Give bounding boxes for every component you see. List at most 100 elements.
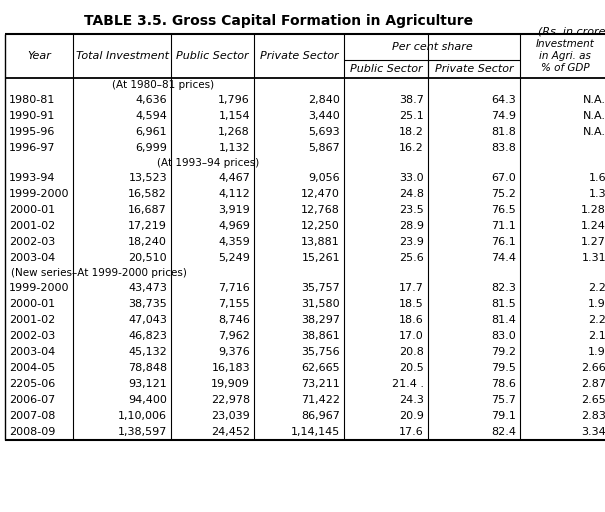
- Text: 35,757: 35,757: [301, 283, 340, 293]
- Text: 2001-02: 2001-02: [9, 221, 55, 231]
- Text: Public Sector: Public Sector: [176, 51, 249, 61]
- Text: 16,183: 16,183: [211, 363, 250, 373]
- Text: 17,219: 17,219: [128, 221, 167, 231]
- Text: 2.87: 2.87: [581, 379, 605, 389]
- Text: Per cent share: Per cent share: [391, 42, 473, 52]
- Text: 79.5: 79.5: [491, 363, 516, 373]
- Text: 47,043: 47,043: [128, 315, 167, 325]
- Text: 46,823: 46,823: [128, 331, 167, 341]
- Text: 78,848: 78,848: [128, 363, 167, 373]
- Text: 12,470: 12,470: [301, 189, 340, 199]
- Text: 31,580: 31,580: [301, 299, 340, 309]
- Text: 1993-94: 1993-94: [9, 173, 56, 183]
- Text: 4,359: 4,359: [218, 237, 250, 247]
- Text: 2003-04: 2003-04: [9, 347, 55, 357]
- Text: 13,881: 13,881: [301, 237, 340, 247]
- Text: 8,746: 8,746: [218, 315, 250, 325]
- Text: 1995-96: 1995-96: [9, 127, 56, 137]
- Text: 64.3: 64.3: [491, 95, 516, 105]
- Text: 2007-08: 2007-08: [9, 411, 56, 421]
- Text: 2,840: 2,840: [308, 95, 340, 105]
- Text: Investment
in Agri. as
% of GDP: Investment in Agri. as % of GDP: [535, 39, 595, 73]
- Text: 22,978: 22,978: [211, 395, 250, 405]
- Text: 1996-97: 1996-97: [9, 143, 56, 153]
- Text: (At 1980–81 prices): (At 1980–81 prices): [113, 80, 215, 90]
- Text: 86,967: 86,967: [301, 411, 340, 421]
- Text: 2205-06: 2205-06: [9, 379, 55, 389]
- Text: 1.9: 1.9: [588, 347, 605, 357]
- Text: 3.34: 3.34: [581, 427, 605, 437]
- Text: 2004-05: 2004-05: [9, 363, 55, 373]
- Text: 2001-02: 2001-02: [9, 315, 55, 325]
- Text: 2008-09: 2008-09: [9, 427, 56, 437]
- Text: 19,909: 19,909: [211, 379, 250, 389]
- Text: 24.3: 24.3: [399, 395, 424, 405]
- Text: 17.6: 17.6: [399, 427, 424, 437]
- Text: 1,796: 1,796: [218, 95, 250, 105]
- Text: 2000-01: 2000-01: [9, 299, 55, 309]
- Text: 2.1: 2.1: [588, 331, 605, 341]
- Text: 1,268: 1,268: [218, 127, 250, 137]
- Text: 4,112: 4,112: [218, 189, 250, 199]
- Text: 1.9: 1.9: [588, 299, 605, 309]
- Text: 74.9: 74.9: [491, 111, 516, 121]
- Text: 20,510: 20,510: [128, 253, 167, 263]
- Text: 20.9: 20.9: [399, 411, 424, 421]
- Text: 3,440: 3,440: [309, 111, 340, 121]
- Text: 83.0: 83.0: [491, 331, 516, 341]
- Text: 2.2: 2.2: [588, 283, 605, 293]
- Text: 1.24: 1.24: [581, 221, 605, 231]
- Text: 6,961: 6,961: [136, 127, 167, 137]
- Text: 2000-01: 2000-01: [9, 205, 55, 215]
- Text: 3,919: 3,919: [218, 205, 250, 215]
- Text: 23.9: 23.9: [399, 237, 424, 247]
- Text: 23.5: 23.5: [399, 205, 424, 215]
- Text: 25.1: 25.1: [399, 111, 424, 121]
- Text: 18.6: 18.6: [399, 315, 424, 325]
- Text: 9,056: 9,056: [309, 173, 340, 183]
- Text: 81.8: 81.8: [491, 127, 516, 137]
- Text: Private Sector: Private Sector: [260, 51, 338, 61]
- Text: 78.6: 78.6: [491, 379, 516, 389]
- Text: 12,768: 12,768: [301, 205, 340, 215]
- Text: 33.0: 33.0: [399, 173, 424, 183]
- Text: 17.7: 17.7: [399, 283, 424, 293]
- Text: 1980-81: 1980-81: [9, 95, 56, 105]
- Text: 1,154: 1,154: [218, 111, 250, 121]
- Text: 6,999: 6,999: [135, 143, 167, 153]
- Text: 5,693: 5,693: [309, 127, 340, 137]
- Text: 17.0: 17.0: [399, 331, 424, 341]
- Text: 18.2: 18.2: [399, 127, 424, 137]
- Text: 1999-2000: 1999-2000: [9, 283, 70, 293]
- Text: 1,132: 1,132: [218, 143, 250, 153]
- Text: 28.9: 28.9: [399, 221, 424, 231]
- Text: 21.4 .: 21.4 .: [392, 379, 424, 389]
- Text: 1,14,145: 1,14,145: [291, 427, 340, 437]
- Text: 2002-03: 2002-03: [9, 331, 55, 341]
- Text: 75.7: 75.7: [491, 395, 516, 405]
- Text: 93,121: 93,121: [128, 379, 167, 389]
- Text: Year: Year: [27, 51, 51, 61]
- Text: 71.1: 71.1: [491, 221, 516, 231]
- Text: 76.5: 76.5: [491, 205, 516, 215]
- Text: 1.28: 1.28: [581, 205, 605, 215]
- Text: 13,523: 13,523: [128, 173, 167, 183]
- Text: 2002-03: 2002-03: [9, 237, 55, 247]
- Text: 94,400: 94,400: [128, 395, 167, 405]
- Text: 2.66: 2.66: [581, 363, 605, 373]
- Text: 1,10,006: 1,10,006: [118, 411, 167, 421]
- Text: 23,039: 23,039: [211, 411, 250, 421]
- Text: Private Sector: Private Sector: [434, 64, 513, 74]
- Text: 43,473: 43,473: [128, 283, 167, 293]
- Text: 7,962: 7,962: [218, 331, 250, 341]
- Text: 5,867: 5,867: [309, 143, 340, 153]
- Text: 81.5: 81.5: [491, 299, 516, 309]
- Text: 35,756: 35,756: [301, 347, 340, 357]
- Text: (Rs. in crore): (Rs. in crore): [538, 26, 605, 36]
- Text: 1990-91: 1990-91: [9, 111, 56, 121]
- Text: 4,467: 4,467: [218, 173, 250, 183]
- Text: 2003-04: 2003-04: [9, 253, 55, 263]
- Text: Public Sector: Public Sector: [350, 64, 422, 74]
- Text: 16,582: 16,582: [128, 189, 167, 199]
- Text: 16,687: 16,687: [128, 205, 167, 215]
